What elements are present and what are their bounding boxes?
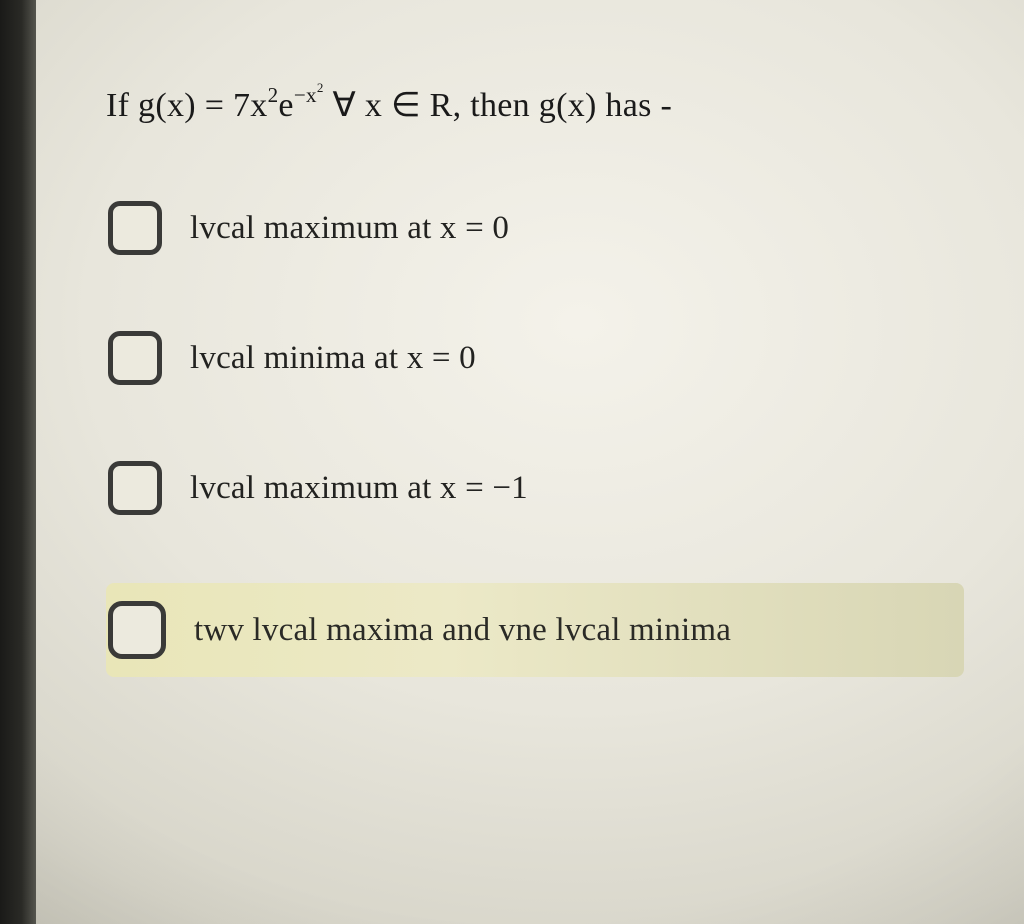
option-label: twv lvcal maxima and vne lvcal minima [194,609,731,652]
checkbox-icon[interactable] [108,331,162,385]
question-text: If g(x) = 7x2e−x2 ∀ x ∈ R, then g(x) has… [106,80,964,131]
option-b[interactable]: lvcal minima at x = 0 [106,323,964,393]
option-c[interactable]: lvcal maximum at x = −1 [106,453,964,523]
option-label: lvcal maximum at x = 0 [190,207,509,250]
checkbox-icon[interactable] [108,201,162,255]
option-a[interactable]: lvcal maximum at x = 0 [106,193,964,263]
checkbox-icon[interactable] [108,461,162,515]
options-list: lvcal maximum at x = 0 lvcal minima at x… [106,193,964,677]
page-surface: If g(x) = 7x2e−x2 ∀ x ∈ R, then g(x) has… [36,0,1024,924]
option-d[interactable]: twv lvcal maxima and vne lvcal minima [106,583,964,677]
option-label: lvcal maximum at x = −1 [190,467,528,510]
checkbox-icon[interactable] [108,601,166,659]
photo-dark-edge [0,0,36,924]
option-label: lvcal minima at x = 0 [190,337,476,380]
